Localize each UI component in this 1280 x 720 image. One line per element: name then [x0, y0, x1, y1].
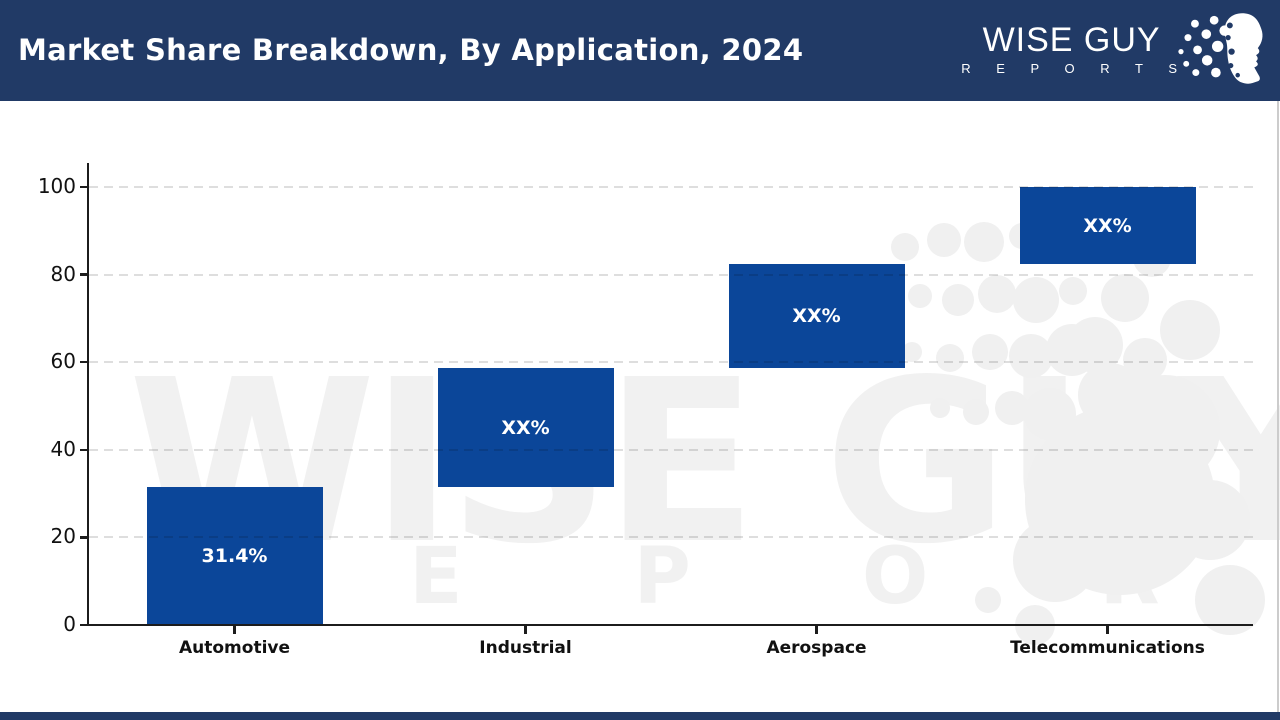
x-tick-label-automotive: Automotive — [178, 638, 291, 658]
watermark-dot — [1123, 338, 1167, 382]
page-title: Market Share Breakdown, By Application, … — [18, 33, 804, 67]
y-tick — [80, 536, 89, 539]
watermark-dot — [1009, 334, 1053, 378]
watermark-dot — [1101, 274, 1149, 322]
x-tick-label-industrial: Industrial — [479, 638, 572, 658]
watermark-dot — [995, 391, 1029, 425]
gridline-60 — [89, 361, 1253, 364]
bar-telecommunications: XX% — [1019, 187, 1196, 265]
watermark-dot — [1013, 518, 1097, 602]
gridline-80 — [89, 273, 1253, 276]
bar-value-label: 31.4% — [201, 545, 268, 568]
y-tick-label-100: 100 — [37, 174, 76, 198]
y-axis-spine — [86, 163, 89, 625]
x-tick-label-aerospace: Aerospace — [766, 638, 867, 658]
watermark-dot — [908, 284, 932, 308]
y-tick-label-0: 0 — [63, 612, 76, 636]
x-axis-spine — [86, 623, 1253, 626]
y-tick — [80, 448, 89, 452]
y-tick — [80, 623, 89, 627]
watermark-dot — [978, 275, 1016, 313]
y-tick — [80, 360, 89, 364]
watermark-dot — [930, 398, 950, 418]
watermark-dot — [902, 342, 922, 362]
watermark-dot — [1059, 277, 1087, 305]
y-tick-label-20: 20 — [50, 524, 76, 549]
watermark-dot — [927, 223, 961, 257]
bar-value-label: XX% — [792, 304, 841, 327]
x-tick — [815, 626, 818, 634]
watermark-dot — [1170, 480, 1250, 560]
bar-industrial: XX% — [437, 367, 614, 488]
bar-automotive: 31.4% — [146, 487, 323, 625]
wiseguy-head-icon — [1178, 13, 1263, 84]
watermark-dot — [975, 587, 1001, 613]
watermark-dot — [1013, 277, 1059, 323]
watermark-dot — [936, 344, 964, 372]
x-tick — [1106, 626, 1109, 634]
y-tick — [80, 273, 89, 276]
watermark-dot — [942, 284, 974, 316]
y-tick-label-60: 60 — [50, 349, 76, 374]
watermark-dot — [972, 334, 1008, 370]
y-tick-label-80: 80 — [50, 261, 76, 286]
watermark-dot — [964, 222, 1004, 262]
watermark-dot — [891, 233, 919, 261]
bar-aerospace: XX% — [728, 264, 905, 368]
y-tick-label-40: 40 — [50, 436, 76, 461]
x-tick-label-telecommunications: Telecommunications — [1010, 638, 1205, 658]
gridline-100 — [89, 186, 1253, 188]
watermark-dot — [963, 399, 989, 425]
watermark-dot — [1160, 300, 1220, 360]
header-bar: Market Share Breakdown, By Application, … — [0, 0, 1280, 101]
gridline-20 — [89, 536, 1253, 539]
footer-bar — [0, 712, 1280, 720]
wiseguy-logo: WISE GUY R E P O R T S — [955, 6, 1270, 92]
logo-text: WISE GUY R E P O R T S — [955, 21, 1188, 76]
gridline-40 — [89, 448, 1253, 451]
x-tick — [233, 626, 236, 634]
bar-value-label: XX% — [1083, 214, 1132, 237]
x-tick — [524, 626, 527, 634]
chart-right-border — [1277, 101, 1279, 712]
logo-subtext: R E P O R T S — [961, 60, 1188, 76]
watermark-dot — [1195, 565, 1265, 635]
logo-wordmark: WISE GUY — [982, 21, 1161, 60]
y-tick — [80, 185, 89, 189]
bar-value-label: XX% — [501, 416, 550, 439]
